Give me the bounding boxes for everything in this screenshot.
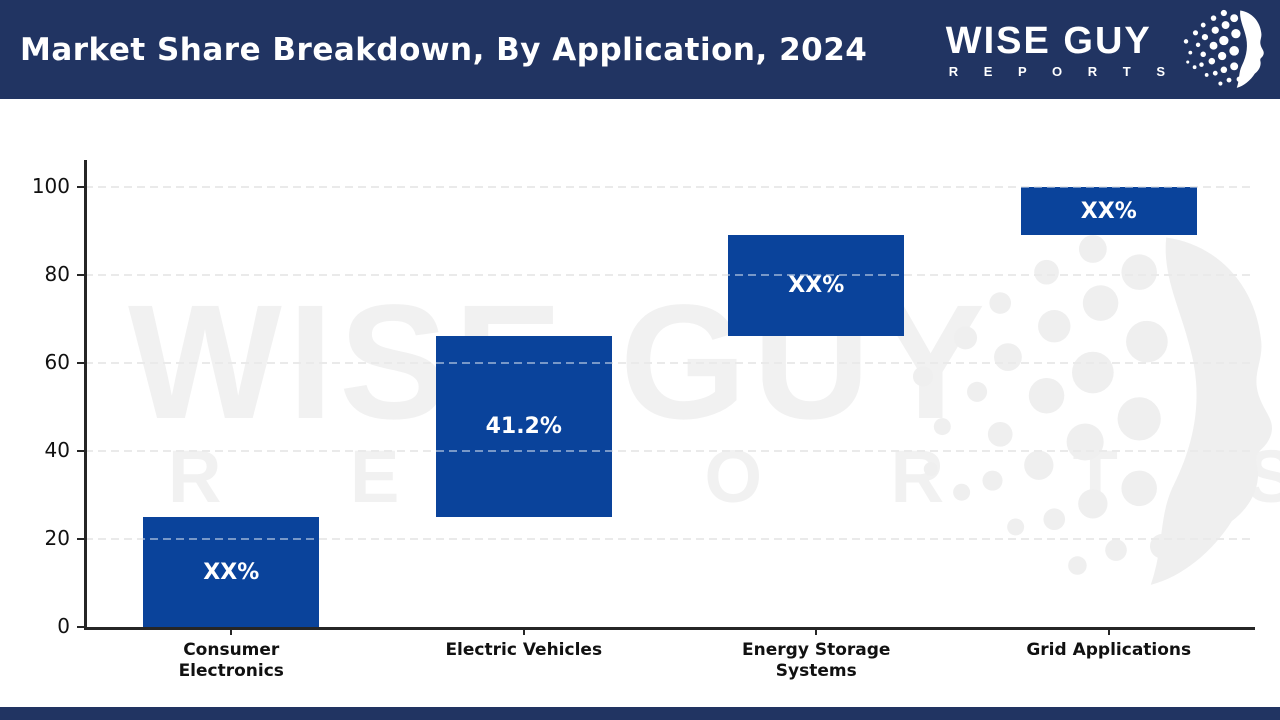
gridline-40	[85, 450, 1255, 452]
y-tick-mark-60	[77, 362, 85, 364]
bar-energy-storage-systems: XX%	[728, 235, 905, 336]
gridline-60	[85, 362, 1255, 364]
y-tick-label-40: 40	[44, 438, 70, 462]
bar-grid-applications: XX%	[1020, 187, 1197, 236]
y-axis-line	[84, 160, 87, 629]
y-tick-mark-20	[77, 538, 85, 540]
gridline-80	[85, 274, 1255, 276]
gridline-40	[85, 450, 1255, 452]
bar-value-label-electric-vehicles: 41.2%	[485, 413, 562, 439]
y-tick-label-80: 80	[44, 262, 70, 286]
gridline-20	[85, 538, 1255, 540]
logo-text: WISE GUY R E P O R T S	[946, 21, 1176, 79]
gridline-100	[85, 186, 1255, 188]
y-tick-label-0: 0	[57, 614, 70, 638]
x-category-label-electric-vehicles: Electric Vehicles	[445, 640, 603, 660]
y-tick-label-100: 100	[31, 174, 70, 198]
gridline-100	[85, 186, 1255, 188]
gridline-80	[85, 274, 1255, 276]
x-tick-mark-energy-storage-systems	[815, 627, 818, 635]
bar-value-label-consumer-electronics: XX%	[203, 559, 260, 585]
bar-consumer-electronics: XX%	[143, 517, 320, 627]
x-tick-mark-electric-vehicles	[522, 627, 525, 635]
y-tick-label-60: 60	[44, 350, 70, 374]
wise-guy-reports-logo: WISE GUY R E P O R T S	[946, 6, 1266, 94]
header-bar: Market Share Breakdown, By Application, …	[0, 0, 1280, 99]
y-tick-label-20: 20	[44, 526, 70, 550]
gridline-60	[85, 362, 1255, 364]
x-category-label-consumer-electronics: Consumer Electronics	[178, 640, 284, 681]
bar-electric-vehicles: 41.2%	[435, 335, 612, 517]
bar-value-label-grid-applications: XX%	[1080, 198, 1137, 224]
logo-wordmark: WISE GUY	[945, 19, 1152, 62]
watermark-dotted-head-icon	[912, 235, 1272, 585]
logo-dotted-head-icon	[1183, 9, 1264, 88]
y-tick-mark-40	[77, 450, 85, 452]
x-category-label-energy-storage-systems: Energy Storage Systems	[742, 640, 891, 681]
x-axis-line	[84, 627, 1255, 630]
x-tick-mark-consumer-electronics	[230, 627, 233, 635]
y-tick-mark-80	[77, 274, 85, 276]
logo-reports-text: R E P O R T S	[948, 63, 1176, 79]
chart-title: Market Share Breakdown, By Application, …	[20, 31, 868, 68]
x-tick-mark-grid-applications	[1107, 627, 1110, 635]
gridline-20	[85, 538, 1255, 540]
x-category-label-grid-applications: Grid Applications	[1026, 640, 1192, 660]
bar-value-label-energy-storage-systems: XX%	[788, 273, 845, 299]
y-tick-mark-0	[77, 626, 85, 628]
footer-bar	[0, 707, 1280, 720]
y-tick-mark-100	[77, 186, 85, 188]
